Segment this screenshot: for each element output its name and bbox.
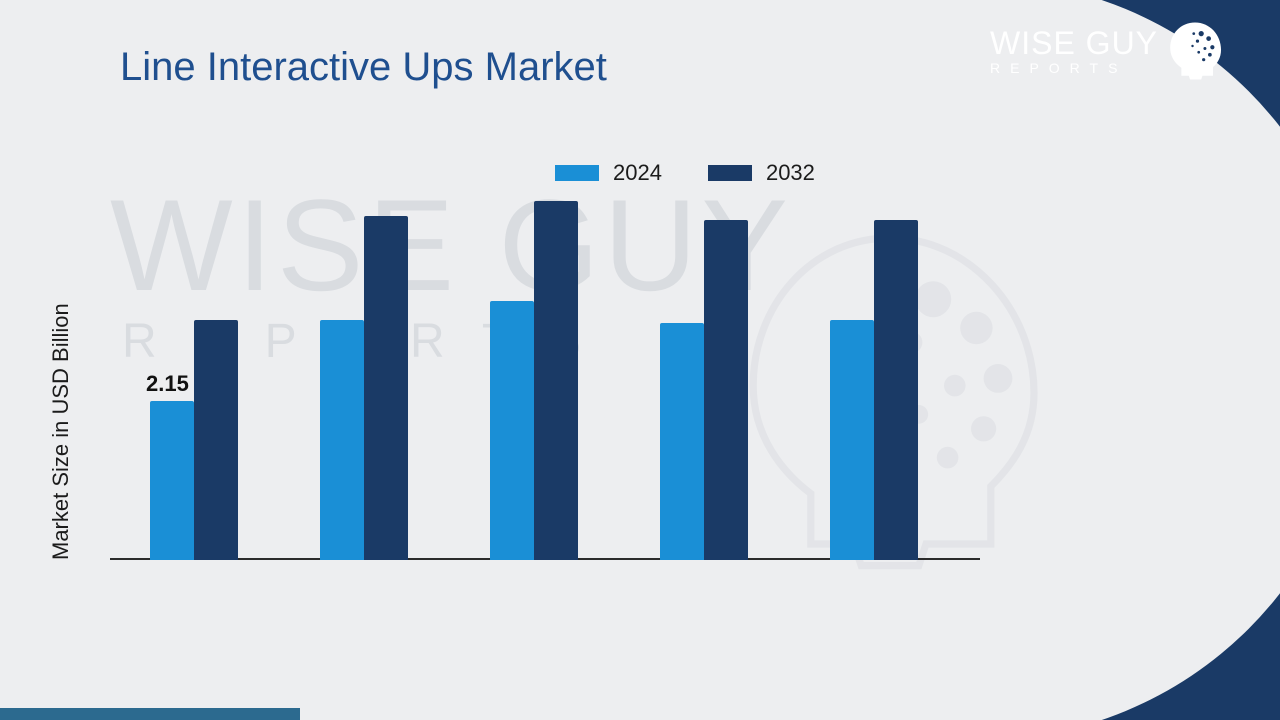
brand-sub: REPORTS [990,61,1158,75]
brand-head-icon [1164,20,1226,82]
footer-accent-bar [0,708,300,720]
bar-2024 [150,401,194,560]
brand-name: WISE GUY [990,27,1158,59]
bar-2032 [704,220,748,560]
legend-swatch-2032 [708,165,752,181]
bar-2032 [194,320,238,561]
legend-label-2032: 2032 [766,160,815,186]
legend-label-2024: 2024 [613,160,662,186]
page-title: Line Interactive Ups Market [120,45,607,90]
bar-2024 [660,323,704,560]
chart-plot: 2.15NORTH AMERICAEUROPESOUTH AMERICAASIA… [110,190,980,560]
brand-logo: WISE GUY REPORTS [990,20,1250,82]
y-axis-label: Market Size in USD Billion [48,303,74,560]
bar-2024 [320,320,364,561]
legend-swatch-2024 [555,165,599,181]
bar-2032 [534,201,578,560]
bar-value-label: 2.15 [146,371,189,397]
bar-2024 [490,301,534,560]
legend: 2024 2032 [555,160,815,186]
legend-item-2032: 2032 [708,160,815,186]
bar-2024 [830,320,874,561]
bar-2032 [874,220,918,560]
bar-2032 [364,216,408,560]
legend-item-2024: 2024 [555,160,662,186]
stage: WISE GUY REPORTS WISE GUY REPORTS [0,0,1280,720]
